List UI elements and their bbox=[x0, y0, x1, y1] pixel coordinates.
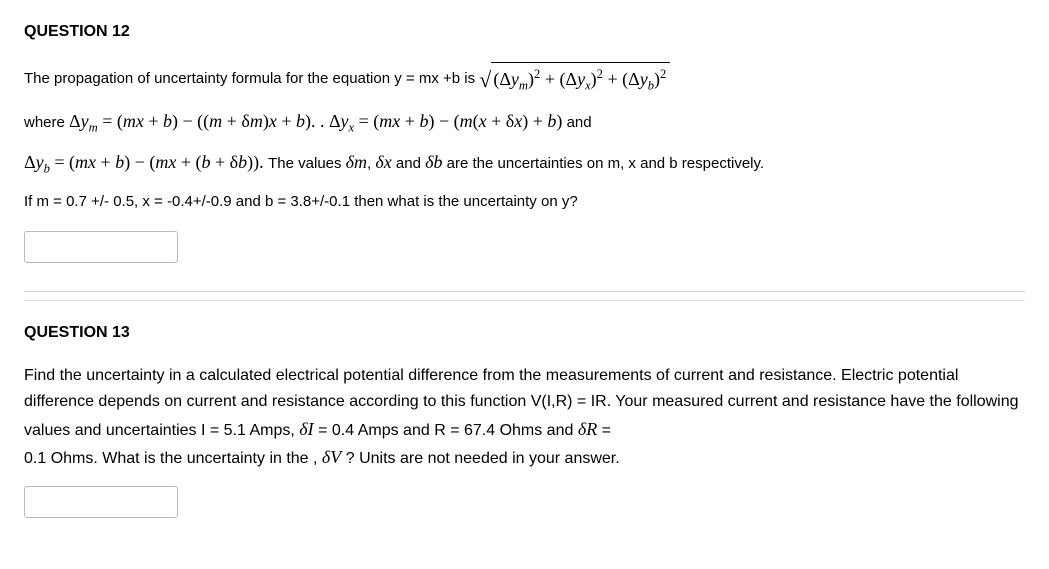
q12-eq1: Δym = (mx + b) − ((m + δm)x + b). . Δyx … bbox=[69, 111, 562, 131]
q12-and: and bbox=[396, 155, 425, 172]
q12-tail-pre: The values bbox=[268, 155, 346, 172]
q12-db: δb bbox=[425, 152, 442, 172]
q13-body: Find the uncertainty in a calculated ele… bbox=[24, 363, 1025, 472]
q12-sqrt: √(Δym)2 + (Δyx)2 + (Δyb)2 bbox=[479, 62, 670, 96]
q13-answer-input[interactable] bbox=[24, 486, 178, 518]
q12-intro-line: The propagation of uncertainty formula f… bbox=[24, 62, 1025, 96]
divider bbox=[24, 291, 1025, 292]
q13-line2-post: ? Units are not needed in your answer. bbox=[346, 450, 620, 467]
q12-where-line1: where Δym = (mx + b) − ((m + δm)x + b). … bbox=[24, 108, 1025, 137]
q12-radicand: (Δym)2 + (Δyx)2 + (Δyb)2 bbox=[491, 62, 670, 95]
q13-line2-pre: 0.1 Ohms. What is the uncertainty in the… bbox=[24, 450, 322, 467]
q12-dx: δx bbox=[375, 152, 391, 172]
radical-icon: √ bbox=[479, 67, 491, 92]
q13-dI-eq: = 0.4 Amps and R = 67.4 Ohms and bbox=[318, 422, 578, 439]
q12-eq1-tail: and bbox=[567, 114, 592, 131]
q12-tail-post: are the uncertainties on m, x and b resp… bbox=[447, 155, 764, 172]
q13-dR: δR bbox=[578, 419, 597, 439]
q12-where-prefix: where bbox=[24, 114, 69, 131]
q12-intro-text: The propagation of uncertainty formula f… bbox=[24, 70, 479, 87]
q12-values-line: If m = 0.7 +/- 0.5, x = -0.4+/-0.9 and b… bbox=[24, 191, 1025, 214]
q12-heading: QUESTION 12 bbox=[24, 20, 1025, 44]
q12-dm: δm bbox=[346, 152, 367, 172]
q13-dV: δV bbox=[322, 447, 341, 467]
divider-thin bbox=[24, 300, 1025, 301]
q13-dI: δI bbox=[299, 419, 313, 439]
q12-eq2: Δyb = (mx + b) − (mx + (b + δb)). bbox=[24, 152, 268, 172]
q12-where-line2: Δyb = (mx + b) − (mx + (b + δb)). The va… bbox=[24, 149, 1025, 178]
q12-answer-input[interactable] bbox=[24, 231, 178, 263]
q13-dR-eq: = bbox=[602, 422, 611, 439]
q13-heading: QUESTION 13 bbox=[24, 321, 1025, 345]
